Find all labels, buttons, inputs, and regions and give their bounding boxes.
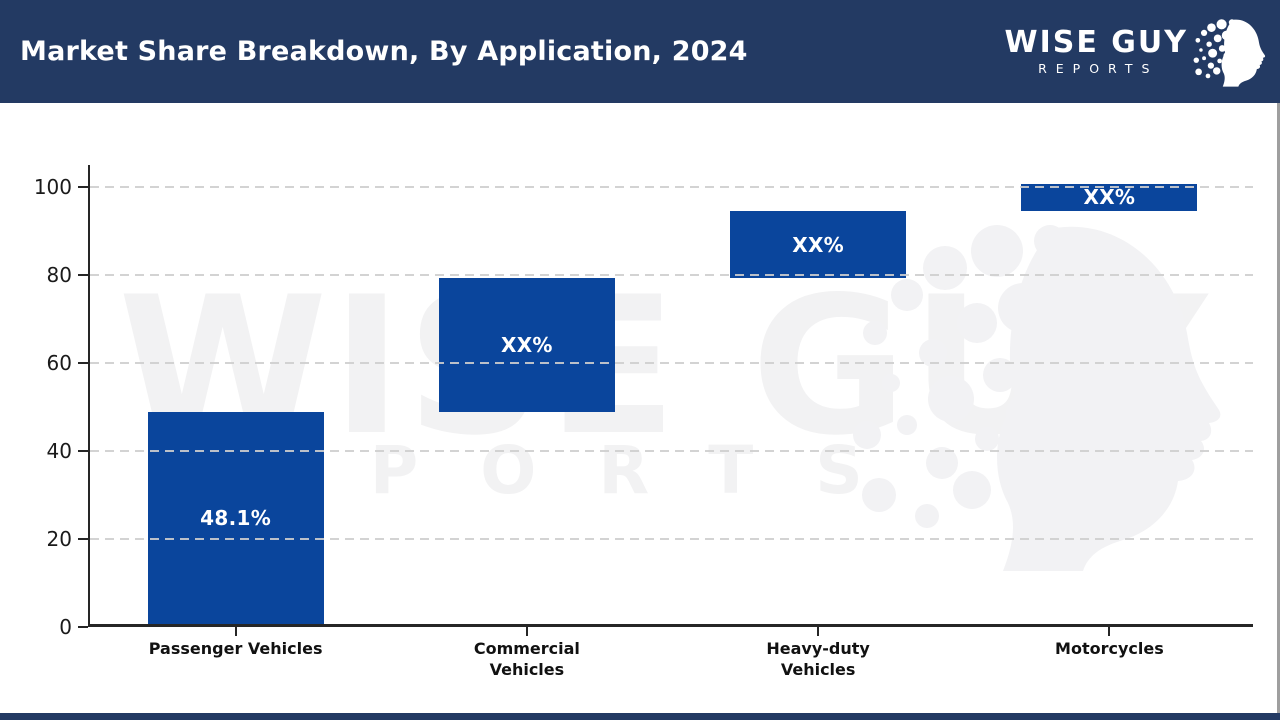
x-tick-mark (234, 627, 237, 636)
y-gridline (90, 362, 1253, 364)
y-tick-mark (78, 450, 88, 452)
bar-segment: XX% (1021, 184, 1198, 211)
x-tick-mark (525, 627, 528, 636)
brand-subname: REPORTS (1038, 60, 1159, 76)
brand-name: WISE GUY (1004, 25, 1188, 61)
y-tick-label: 40 (46, 439, 72, 463)
x-tick-mark (817, 627, 820, 636)
bar-segment: 48.1% (147, 412, 324, 624)
y-tick-label: 0 (59, 615, 72, 639)
x-tick-mark (1108, 627, 1111, 636)
bar-value-label: 48.1% (200, 506, 272, 531)
y-tick-mark (78, 626, 88, 628)
x-category-label: Motorcycles (1055, 639, 1164, 658)
page-title: Market Share Breakdown, By Application, … (20, 36, 748, 67)
x-category-label: Heavy-duty Vehicles (766, 639, 870, 679)
y-tick-mark (78, 274, 88, 276)
logo-face-icon (1193, 18, 1266, 87)
brand-logo: WISE GUY REPORTS (1004, 16, 1266, 88)
x-category-label: Passenger Vehicles (148, 639, 323, 658)
y-tick-mark (78, 362, 88, 364)
y-tick-label: 100 (33, 175, 72, 199)
header-bar: Market Share Breakdown, By Application, … (0, 0, 1280, 103)
y-tick-mark (78, 186, 88, 188)
bar-value-label: XX% (1083, 185, 1136, 210)
right-border (1277, 103, 1280, 713)
y-gridline (90, 274, 1253, 276)
y-tick-label: 20 (46, 527, 72, 551)
brand-logo-text: WISE GUY REPORTS (1004, 27, 1188, 76)
y-tick-mark (78, 538, 88, 540)
y-gridline (90, 538, 1253, 540)
x-category-label: Commercial Vehicles (473, 639, 580, 679)
y-tick-label: 80 (46, 263, 72, 287)
bar-value-label: XX% (500, 333, 553, 358)
y-gridline (90, 450, 1253, 452)
bar-value-label: XX% (792, 232, 845, 257)
y-tick-label: 60 (46, 351, 72, 375)
plot-area: 0 20 40 60 80 100 48.1% Passenger Vehicles XX% Co… (34, 165, 1253, 679)
bar-segment: XX% (438, 278, 615, 413)
bar-segment: XX% (730, 210, 907, 279)
footer-bar (0, 713, 1280, 720)
y-gridline (90, 186, 1253, 188)
